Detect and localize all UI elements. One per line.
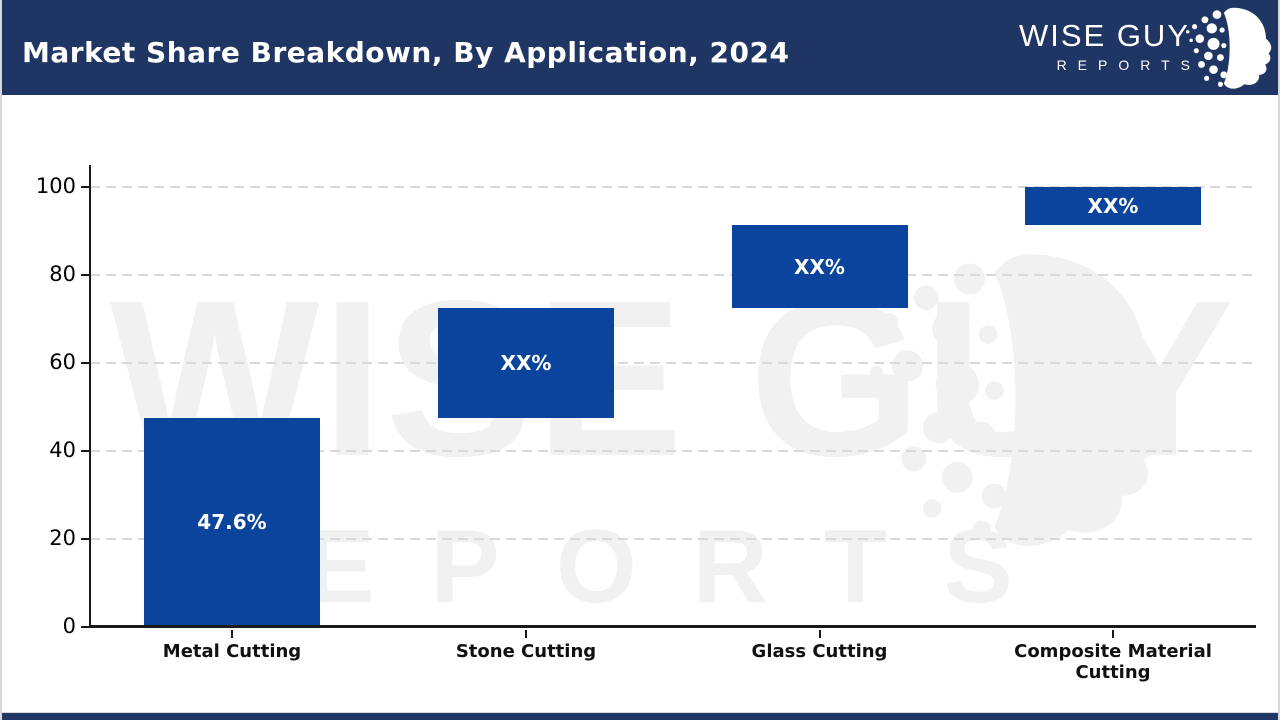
logo-wordmark: WISE GUY (1018, 18, 1190, 53)
y-tick-mark (81, 274, 89, 276)
y-axis-line (89, 165, 91, 628)
x-tick-mark (818, 630, 821, 638)
x-tick-mark (525, 630, 527, 638)
x-axis-line (89, 625, 1256, 628)
gridline (90, 450, 1256, 452)
x-tick-label: Glass Cutting (751, 641, 888, 662)
x-tick-label: Composite Material Cutting (1014, 641, 1212, 683)
x-tick-label: Stone Cutting (455, 641, 597, 662)
watermark-dotted-face (870, 254, 1166, 547)
y-tick-mark (81, 538, 89, 540)
gridline (90, 362, 1256, 364)
y-tick-label: 40 (49, 438, 76, 462)
y-tick-mark (81, 626, 89, 628)
y-tick-mark (81, 450, 89, 452)
y-tick-label: 20 (49, 526, 76, 550)
bar-metal-cutting: 47.6% (144, 417, 320, 627)
bar-value-label: XX% (1087, 193, 1139, 218)
plot-area: 47.6% XX% XX% XX% 0 20 40 60 80 100 Metal Cutting… (2, 95, 1278, 712)
gridline (90, 186, 1256, 188)
chart-title: Market Share Breakdown, By Application, … (22, 36, 790, 69)
x-tick-mark (1112, 630, 1114, 638)
gridline (90, 274, 1256, 276)
logo-text: WISE GUY REPORTS (1019, 18, 1190, 73)
y-tick-label: 0 (62, 614, 76, 638)
wise-guy-reports-logo: WISE GUY REPORTS (1006, 4, 1272, 92)
y-tick-label: 80 (49, 262, 76, 286)
x-tick-mark (231, 630, 233, 638)
dotted-face-icon (1186, 7, 1272, 89)
bar-value-label: XX% (794, 254, 845, 279)
y-tick-mark (81, 362, 89, 364)
bar-value-label: XX% (500, 350, 552, 375)
y-tick-label: 60 (49, 350, 76, 374)
y-tick-label: 100 (35, 174, 76, 198)
y-tick-mark (81, 186, 89, 188)
logo-subtitle: REPORTS (1056, 57, 1201, 73)
bar-value-label: 47.6% (197, 510, 267, 535)
bar-glass-cutting: XX% (731, 224, 908, 309)
header-bar: Market Share Breakdown, By Application, … (2, 0, 1278, 95)
footer-bar (2, 712, 1278, 720)
bar-composite-material-cutting: XX% (1025, 187, 1201, 225)
gridline (90, 538, 1256, 540)
x-tick-label: Metal Cutting (162, 641, 302, 662)
bar-stone-cutting: XX% (438, 308, 614, 418)
